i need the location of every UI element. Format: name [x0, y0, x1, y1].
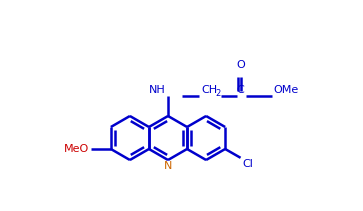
Text: N: N [164, 161, 172, 171]
Text: Cl: Cl [242, 159, 253, 169]
Text: 2: 2 [215, 89, 220, 98]
Text: MeO: MeO [64, 144, 89, 154]
Text: CH: CH [201, 85, 217, 95]
Text: O: O [236, 60, 245, 70]
Text: C: C [237, 85, 244, 95]
Text: NH: NH [149, 85, 166, 95]
Text: OMe: OMe [274, 85, 299, 95]
